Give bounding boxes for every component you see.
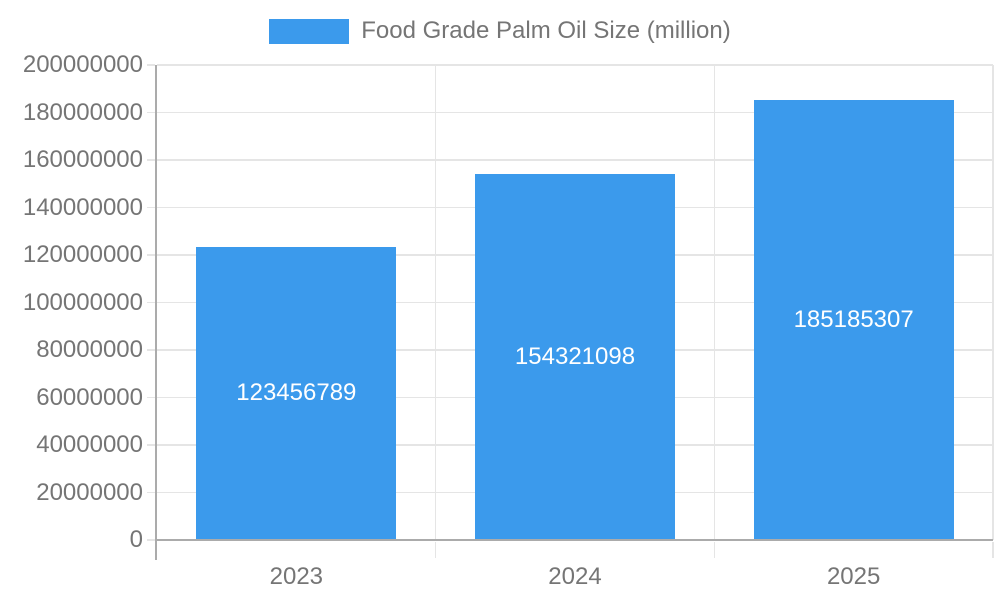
grid-line-v [992, 65, 994, 540]
y-tick [147, 111, 155, 114]
x-tick [992, 542, 994, 558]
bar[interactable] [753, 100, 954, 540]
x-tick-label: 2025 [826, 563, 881, 590]
grid-line-v [713, 65, 716, 540]
bar[interactable] [196, 246, 397, 540]
y-tick-label: 40000000 [36, 431, 143, 458]
y-tick-label: 0 [129, 526, 143, 553]
y-tick-label: 20000000 [36, 478, 143, 506]
bar-value-label: 123456789 [236, 379, 357, 407]
y-axis-line [155, 65, 157, 560]
y-tick [147, 539, 155, 541]
y-tick-label: 140000000 [22, 193, 143, 221]
y-tick-label: 60000000 [36, 383, 143, 411]
y-tick [147, 254, 155, 256]
grid-line-h [157, 64, 993, 66]
bar-value-label: 154321098 [514, 342, 636, 370]
plot-area: 123456789 154321098 185185307 [157, 64, 994, 540]
y-tick-label: 180000000 [22, 98, 143, 126]
y-tick-label: 120000000 [22, 241, 143, 268]
y-axis-labels: 0 20000000 40000000 60000000 80000000 1000000… [0, 0, 143, 600]
bar[interactable] [475, 173, 675, 540]
y-tick-label: 200000000 [22, 51, 143, 78]
bar-value-label: 185185307 [793, 306, 914, 334]
legend[interactable]: Food Grade Palm Oil Size (million) [0, 16, 1000, 46]
grid-line-h [157, 159, 993, 161]
x-tick [434, 542, 437, 558]
x-tick-label: 2024 [548, 563, 602, 590]
y-tick-label: 100000000 [22, 288, 143, 316]
legend-swatch[interactable] [269, 18, 350, 44]
y-tick [147, 206, 155, 209]
x-tick [713, 542, 716, 558]
y-tick [147, 349, 155, 351]
y-tick [147, 301, 155, 304]
y-tick-label: 160000000 [22, 146, 143, 173]
y-tick [147, 64, 155, 66]
grid-line-h [157, 111, 993, 114]
x-axis-line [157, 539, 993, 541]
y-tick [147, 444, 155, 446]
legend-label[interactable]: Food Grade Palm Oil Size (million) [361, 17, 731, 44]
y-tick [147, 491, 155, 494]
y-tick [147, 159, 155, 161]
y-tick [147, 396, 155, 399]
y-tick-label: 80000000 [36, 336, 143, 363]
grid-line-v [434, 65, 437, 540]
x-tick-label: 2023 [269, 563, 324, 590]
